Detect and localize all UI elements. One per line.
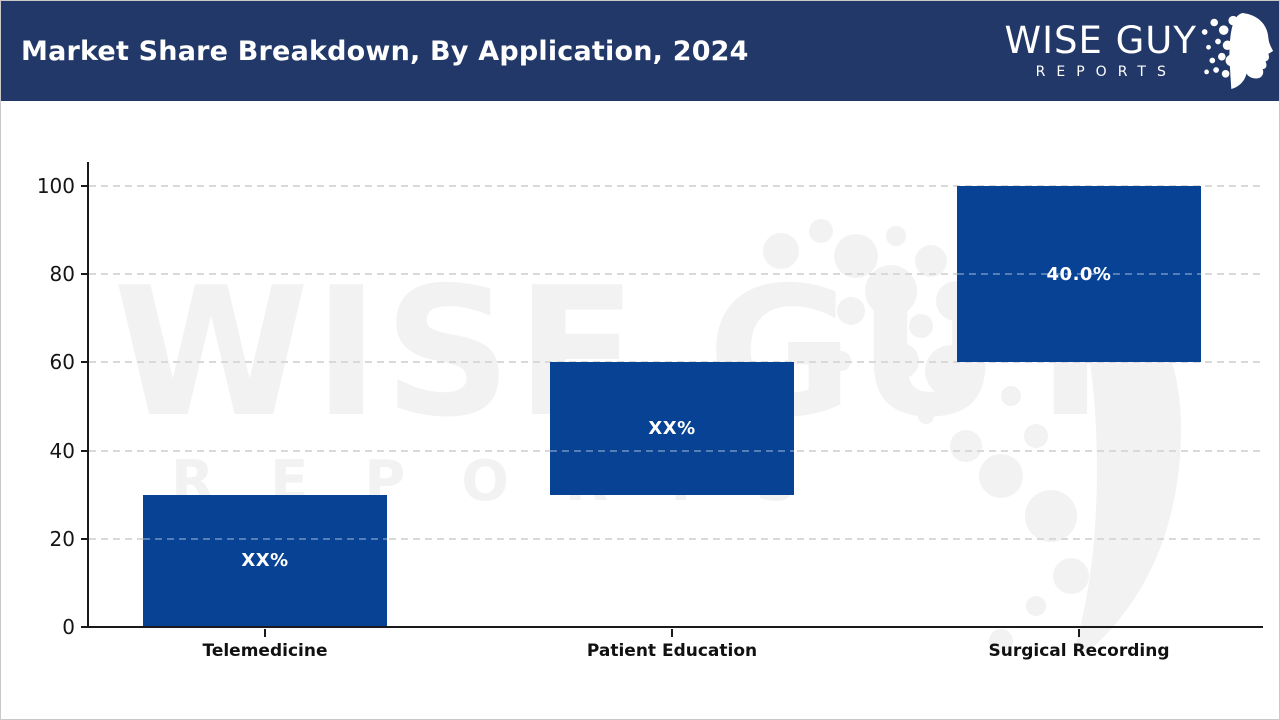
x-category-label: Surgical Recording — [988, 641, 1170, 661]
y-tick-label: 100 — [36, 174, 75, 198]
logo-wordmark: WISE GUY REPORTS — [1005, 21, 1197, 81]
y-tick-mark — [81, 273, 89, 276]
bar-value-label: XX% — [648, 418, 696, 440]
gridline-20 — [89, 537, 1263, 540]
bar-surgical-recording: 40.0% — [957, 186, 1201, 363]
y-tick-label: 20 — [49, 526, 75, 551]
wiseguy-face-icon — [1201, 13, 1274, 89]
bar-value-label: 40.0% — [1046, 263, 1112, 285]
y-tick-mark — [81, 361, 89, 364]
x-axis-spine — [87, 626, 1263, 628]
chart-title: Market Share Breakdown, By Application, … — [21, 35, 749, 67]
wiseguy-logo: WISE GUY REPORTS — [1005, 5, 1275, 97]
gridline-over-bar — [550, 449, 794, 452]
header-bar: Market Share Breakdown, By Application, … — [1, 1, 1279, 101]
x-tick-mark — [264, 629, 266, 637]
gridline-over-bar — [143, 537, 387, 540]
logo-wordmark-line2: REPORTS — [1035, 64, 1177, 80]
y-tick-label: 60 — [49, 350, 75, 375]
y-tick-label: 80 — [49, 262, 75, 287]
bar-patient-education: XX% — [550, 362, 794, 495]
x-tick-mark — [1078, 629, 1080, 637]
x-category-label: Telemedicine — [202, 641, 328, 661]
y-tick-mark — [81, 626, 89, 628]
bar-value-label: XX% — [241, 550, 289, 572]
gridline-80 — [89, 273, 1263, 276]
gridline-100 — [89, 185, 1263, 187]
x-category-label: Patient Education — [586, 641, 758, 661]
y-tick-mark — [81, 185, 89, 187]
y-tick-mark — [81, 449, 89, 452]
y-tick-label: 40 — [49, 438, 75, 463]
y-tick-mark — [81, 537, 89, 540]
logo-wordmark-line1: WISE GUY — [1004, 19, 1197, 62]
x-tick-mark — [671, 629, 673, 637]
y-axis-spine — [87, 162, 89, 628]
y-tick-label: 0 — [62, 615, 75, 639]
bar-telemedicine: XX% — [143, 494, 387, 627]
